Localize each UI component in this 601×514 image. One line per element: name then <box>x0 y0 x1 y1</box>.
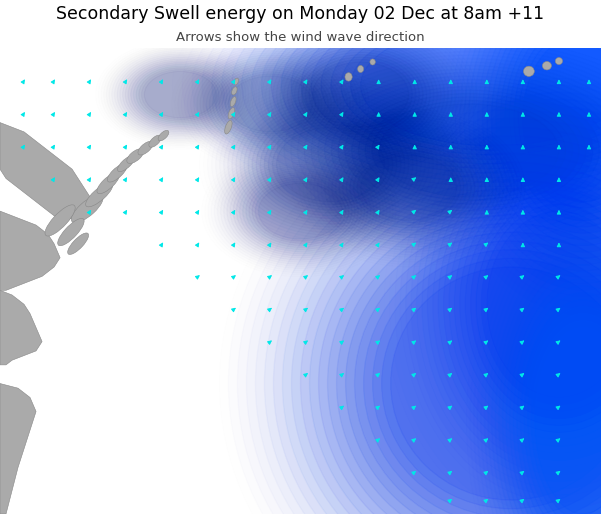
Ellipse shape <box>58 218 84 246</box>
Ellipse shape <box>481 204 601 405</box>
Ellipse shape <box>487 0 601 252</box>
Ellipse shape <box>231 87 237 95</box>
Ellipse shape <box>97 173 120 194</box>
Ellipse shape <box>301 0 601 173</box>
Ellipse shape <box>517 292 601 514</box>
Ellipse shape <box>506 272 601 514</box>
Ellipse shape <box>382 258 601 509</box>
Polygon shape <box>0 211 60 290</box>
Ellipse shape <box>502 265 601 514</box>
Ellipse shape <box>45 205 75 236</box>
Ellipse shape <box>311 2 601 169</box>
Ellipse shape <box>372 100 566 200</box>
Ellipse shape <box>68 233 88 254</box>
Ellipse shape <box>352 90 586 211</box>
Ellipse shape <box>118 156 135 172</box>
Ellipse shape <box>355 232 601 514</box>
Ellipse shape <box>478 0 601 265</box>
Ellipse shape <box>337 215 601 514</box>
Ellipse shape <box>523 66 534 77</box>
Ellipse shape <box>379 104 559 197</box>
Ellipse shape <box>225 120 232 134</box>
Ellipse shape <box>460 176 601 432</box>
Ellipse shape <box>492 0 601 246</box>
Ellipse shape <box>108 163 127 182</box>
Ellipse shape <box>364 241 601 514</box>
Ellipse shape <box>321 7 601 164</box>
Ellipse shape <box>505 9 601 227</box>
Ellipse shape <box>85 183 113 207</box>
Text: Secondary Swell energy on Monday 02 Dec at 8am +11: Secondary Swell energy on Monday 02 Dec … <box>56 6 545 24</box>
Ellipse shape <box>310 189 601 514</box>
Ellipse shape <box>370 59 375 65</box>
Ellipse shape <box>341 15 601 155</box>
Ellipse shape <box>72 195 103 223</box>
Ellipse shape <box>351 20 601 151</box>
Ellipse shape <box>230 97 236 106</box>
Ellipse shape <box>319 197 601 514</box>
Ellipse shape <box>361 25 601 146</box>
Ellipse shape <box>358 94 579 208</box>
Ellipse shape <box>358 65 364 72</box>
Ellipse shape <box>482 0 601 259</box>
Ellipse shape <box>391 267 601 500</box>
Ellipse shape <box>138 141 153 155</box>
Ellipse shape <box>331 11 601 159</box>
Ellipse shape <box>518 28 601 208</box>
Ellipse shape <box>465 183 601 426</box>
Ellipse shape <box>501 3 601 233</box>
Ellipse shape <box>510 15 601 221</box>
Ellipse shape <box>365 97 572 204</box>
Ellipse shape <box>449 162 601 447</box>
Ellipse shape <box>291 0 601 178</box>
Ellipse shape <box>535 327 601 514</box>
Ellipse shape <box>149 135 161 147</box>
Ellipse shape <box>520 300 601 514</box>
Ellipse shape <box>513 286 601 514</box>
Ellipse shape <box>495 251 601 514</box>
Ellipse shape <box>514 22 601 214</box>
Ellipse shape <box>542 62 552 70</box>
Polygon shape <box>0 122 90 221</box>
Ellipse shape <box>346 223 601 514</box>
Ellipse shape <box>524 307 601 514</box>
Ellipse shape <box>499 258 601 514</box>
Ellipse shape <box>523 34 601 202</box>
Ellipse shape <box>476 197 601 412</box>
Ellipse shape <box>510 279 601 514</box>
Polygon shape <box>0 383 36 514</box>
Ellipse shape <box>555 58 563 65</box>
Ellipse shape <box>454 169 601 439</box>
Ellipse shape <box>328 206 601 514</box>
Polygon shape <box>0 290 42 365</box>
Ellipse shape <box>528 314 601 514</box>
Ellipse shape <box>345 72 352 81</box>
Ellipse shape <box>281 0 601 182</box>
Ellipse shape <box>234 78 239 85</box>
Ellipse shape <box>228 107 234 119</box>
Ellipse shape <box>531 321 601 514</box>
Ellipse shape <box>373 249 601 514</box>
Ellipse shape <box>444 155 601 453</box>
Ellipse shape <box>158 131 169 141</box>
Ellipse shape <box>487 211 601 397</box>
Ellipse shape <box>496 0 601 240</box>
Ellipse shape <box>127 149 144 163</box>
Text: Arrows show the wind wave direction: Arrows show the wind wave direction <box>176 31 425 44</box>
Ellipse shape <box>471 190 601 418</box>
